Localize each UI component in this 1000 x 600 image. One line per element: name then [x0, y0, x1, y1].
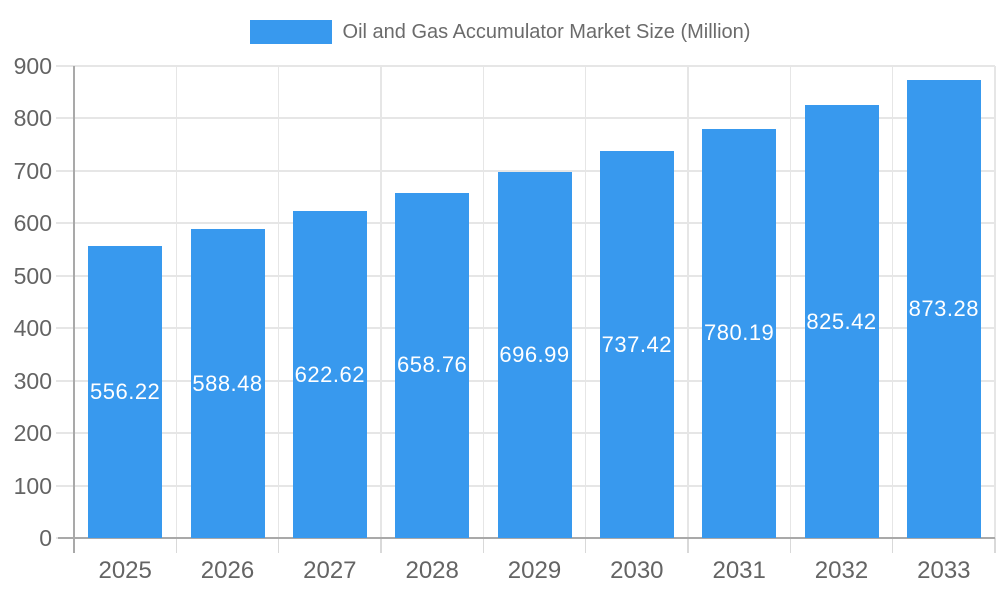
bar-value-label: 873.28: [908, 295, 979, 321]
x-tick: [789, 538, 792, 553]
x-tick: [175, 538, 178, 553]
bar-value-label: 825.42: [806, 308, 877, 334]
legend-swatch-icon: [249, 20, 332, 44]
bar[interactable]: 873.28: [906, 80, 981, 538]
x-axis-tick-label: 2029: [507, 557, 562, 584]
y-axis-tick-label: 900: [13, 53, 52, 79]
y-axis-line: [73, 66, 75, 553]
x-gridline: [891, 66, 894, 538]
x-tick: [482, 538, 485, 553]
x-gridline: [277, 66, 280, 538]
y-gridline: [56, 65, 995, 67]
x-axis-line: [58, 537, 995, 539]
bar-value-label: 622.62: [294, 361, 365, 387]
y-axis-tick-label: 600: [13, 210, 52, 237]
legend[interactable]: Oil and Gas Accumulator Market Size (Mil…: [0, 20, 1000, 44]
y-axis-tick-label: 300: [13, 367, 52, 394]
bar[interactable]: 588.48: [190, 229, 265, 538]
y-axis-tick-label: 500: [13, 262, 52, 289]
x-axis-tick-label: 2033: [917, 557, 971, 584]
x-gridline: [380, 66, 382, 538]
x-tick: [994, 538, 996, 553]
bar-value-label: 588.48: [192, 370, 263, 396]
x-tick: [891, 538, 894, 553]
x-gridline: [584, 66, 587, 538]
x-tick: [277, 538, 280, 553]
x-axis-tick-label: 2025: [98, 557, 152, 584]
bar[interactable]: 737.42: [599, 151, 674, 538]
bar-value-label: 737.42: [601, 331, 672, 357]
x-tick: [380, 538, 382, 553]
bar-value-label: 696.99: [499, 342, 570, 368]
x-axis-tick-label: 2031: [712, 557, 766, 584]
y-axis-tick-label: 0: [39, 525, 52, 551]
x-gridline: [687, 66, 689, 538]
y-axis-tick-label: 400: [13, 315, 52, 342]
y-gridline: [56, 169, 995, 172]
x-axis-tick-label: 2030: [610, 557, 664, 584]
bar[interactable]: 556.22: [88, 246, 163, 538]
x-axis-tick-label: 2026: [200, 557, 255, 584]
bar[interactable]: 780.19: [702, 128, 777, 538]
plot-area: 556.22 588.48 622.62 658.76 696.99 737.42 780.…: [56, 65, 996, 553]
x-axis-tick-label: 2032: [814, 557, 869, 584]
bar[interactable]: 825.42: [804, 105, 879, 538]
y-axis-tick-label: 800: [13, 105, 52, 132]
x-tick: [584, 538, 587, 553]
x-axis-tick-label: 2027: [303, 557, 357, 584]
legend-label: Oil and Gas Accumulator Market Size (Mil…: [342, 20, 751, 43]
y-axis-tick-label: 100: [13, 472, 52, 499]
y-axis-tick-label: 700: [13, 157, 52, 184]
x-gridline: [175, 66, 178, 538]
bar-value-label: 658.76: [397, 352, 468, 378]
x-gridline: [789, 66, 792, 538]
bar-value-label: 556.22: [90, 379, 161, 405]
y-gridline: [56, 117, 995, 120]
x-gridline: [482, 66, 485, 538]
x-tick: [687, 538, 689, 553]
x-gridline: [994, 66, 996, 538]
bar[interactable]: 622.62: [292, 211, 367, 538]
bar[interactable]: 658.76: [395, 192, 470, 538]
bar-value-label: 780.19: [704, 320, 775, 346]
bar[interactable]: 696.99: [497, 172, 572, 538]
x-axis-tick-label: 2028: [405, 557, 459, 584]
y-axis-tick-label: 200: [13, 420, 52, 447]
